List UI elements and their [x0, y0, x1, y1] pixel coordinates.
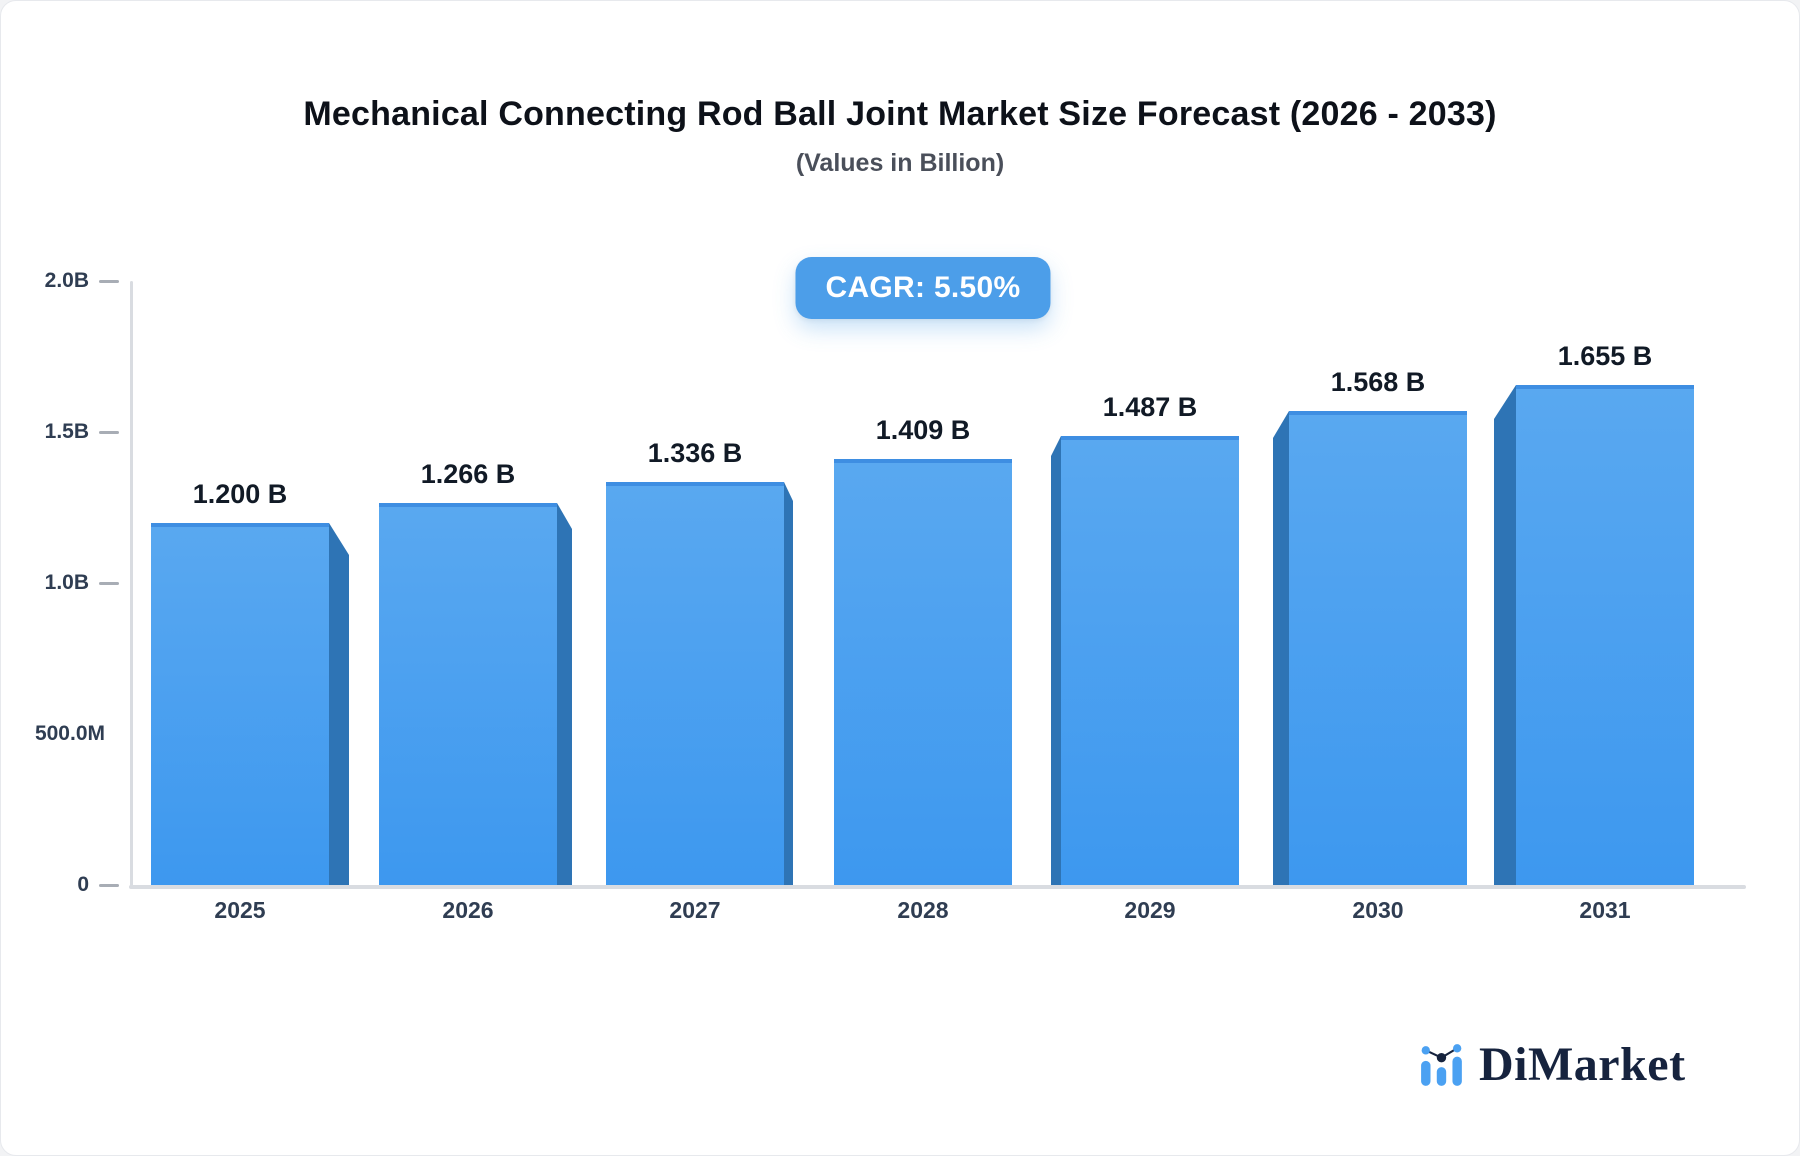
x-axis-label-2028: 2028 [897, 897, 949, 923]
x-axis-label-2025: 2025 [214, 897, 266, 923]
y-tick-label-0: 0 [77, 873, 89, 896]
bar-value-label-2028: 1.409 B [875, 415, 971, 445]
bar-value-label-2029: 1.487 B [1102, 392, 1198, 422]
bar-value-label-2025: 1.200 B [192, 479, 288, 509]
x-axis-label-2027: 2027 [669, 897, 721, 923]
bar-value-label-2030: 1.568 B [1330, 367, 1426, 397]
y-tick-mark [99, 280, 119, 283]
bar-value-label-2026: 1.266 B [420, 459, 516, 489]
bar-value-label-2027: 1.336 B [647, 438, 743, 468]
bar-3d-side-2030 [1273, 411, 1289, 885]
x-axis-label-2031: 2031 [1579, 897, 1631, 923]
y-tick-mark [99, 582, 119, 585]
y-tick-label-500.0M: 500.0M [34, 722, 105, 745]
bar-3d-side-2025 [329, 523, 349, 885]
y-tick-label-1.5B: 1.5B [44, 420, 89, 443]
bar-3d-side-2031 [1494, 385, 1516, 885]
brand-logo-text: DiMarket [1479, 1038, 1686, 1091]
bar-3d-side-2026 [557, 503, 572, 885]
bar-2028 [834, 459, 1012, 885]
y-tick-mark [99, 884, 119, 887]
bar-3d-side-2029 [1051, 436, 1061, 885]
x-axis-label-2029: 2029 [1124, 897, 1176, 923]
y-tick-label-1.0B: 1.0B [44, 571, 89, 594]
chart-title: Mechanical Connecting Rod Ball Joint Mar… [303, 95, 1497, 133]
y-axis-line [130, 281, 133, 888]
brand-logo: DiMarket [1419, 1041, 1686, 1089]
bar-2026 [379, 503, 557, 885]
cagr-badge: CAGR: 5.50% [795, 257, 1051, 319]
bar-3d-side-2027 [784, 482, 793, 885]
bar-2029 [1061, 436, 1239, 885]
bar-chart-logo-icon [1421, 1044, 1462, 1086]
bar-2030 [1289, 411, 1467, 885]
chart-subtitle: (Values in Billion) [795, 149, 1005, 177]
y-tick-label-2.0B: 2.0B [44, 269, 89, 292]
bar-2031 [1516, 385, 1694, 885]
bar-2025 [151, 523, 329, 885]
x-axis-line [129, 885, 1746, 889]
x-axis-label-2030: 2030 [1352, 897, 1404, 923]
y-tick-mark [99, 431, 119, 434]
bar-value-label-2031: 1.655 B [1557, 341, 1653, 371]
x-axis-label-2026: 2026 [442, 897, 494, 923]
bar-2027 [606, 482, 784, 885]
